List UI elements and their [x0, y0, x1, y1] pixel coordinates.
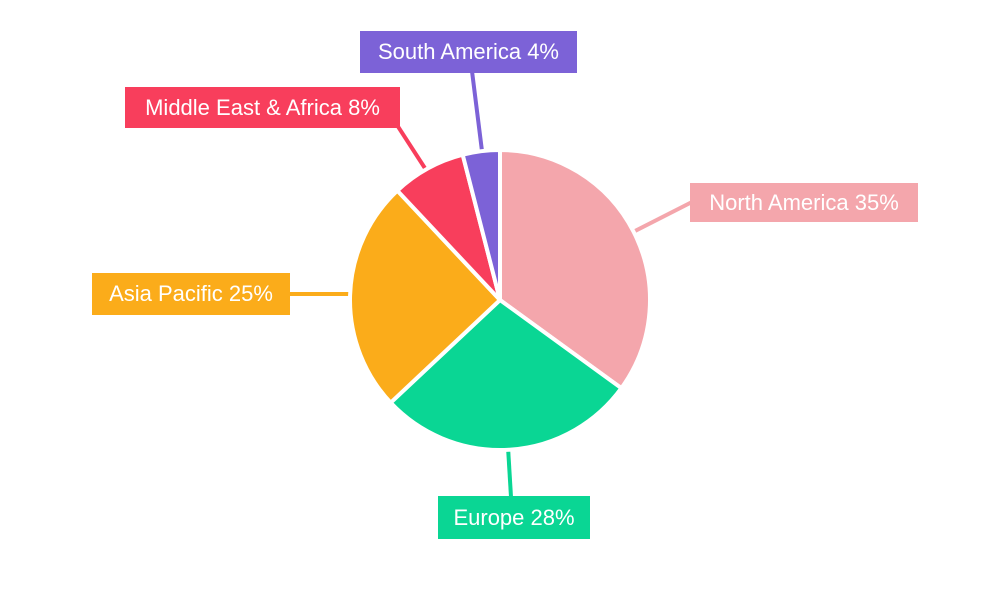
pie-slice-north-america	[498, 148, 652, 391]
leader-line-north-america	[632, 200, 693, 234]
pie-slices	[348, 148, 652, 452]
callout-europe: Europe 28%	[438, 496, 590, 539]
leader-line-middle-east-africa	[395, 123, 432, 178]
callout-south-america: South America 4%	[360, 31, 577, 73]
callout-middle-east-africa: Middle East & Africa 8%	[125, 87, 400, 128]
leader-lines	[290, 70, 693, 498]
pie-slice-south-america	[460, 148, 502, 302]
callout-north-america: North America 35%	[690, 183, 918, 222]
pie-slice-asia-pacific	[348, 188, 502, 405]
leader-line-europe	[506, 446, 513, 498]
leader-line-south-america	[470, 70, 485, 160]
callout-asia-pacific: Asia Pacific 25%	[92, 273, 290, 315]
pie-slice-europe	[388, 298, 624, 452]
